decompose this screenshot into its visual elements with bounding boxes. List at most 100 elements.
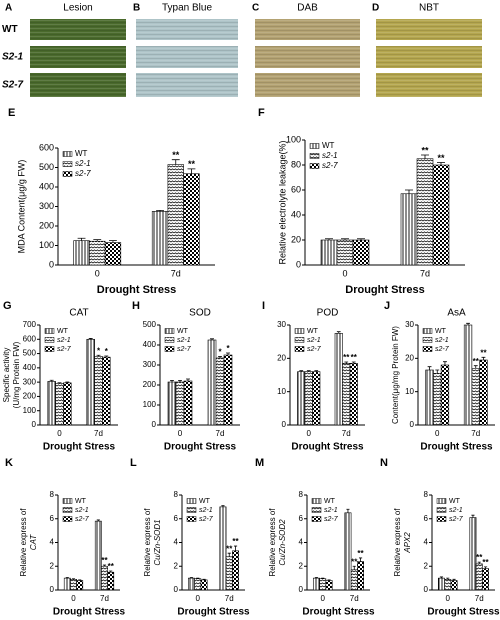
- error-bar: [341, 238, 349, 240]
- leaf-texture: [376, 19, 482, 40]
- bar: [350, 569, 358, 591]
- error-bar: [186, 378, 190, 381]
- error-bar: [102, 564, 107, 567]
- panel-letter: M: [255, 457, 264, 469]
- y-tick-label: 2: [299, 561, 304, 570]
- y-tick-label: 0: [424, 585, 429, 594]
- bar: [352, 239, 370, 266]
- bar: [432, 164, 450, 266]
- y-axis-label: Specific activity: [2, 348, 11, 403]
- bar: [63, 382, 72, 426]
- bar: [76, 580, 84, 591]
- y-tick-label: 4: [299, 538, 304, 547]
- chart-panel: H SOD 0 100 200 300 400 500 0 7d * * Drought Stress W…: [132, 300, 240, 453]
- error-bar: [443, 361, 447, 365]
- bar: [297, 371, 306, 426]
- x-tick-label: 0: [321, 594, 326, 603]
- y-tick-label: 4: [424, 538, 429, 547]
- x-tick-label: 0: [71, 594, 76, 603]
- error-bar: [93, 239, 102, 242]
- panel-letter: G: [3, 300, 12, 312]
- error-bar: [227, 552, 231, 557]
- error-bar: [187, 168, 196, 174]
- legend-label: WT: [449, 498, 461, 505]
- x-axis-label: Drought Stress: [97, 284, 176, 296]
- y-tick-label: 200: [23, 392, 37, 401]
- x-tick-label: 7d: [216, 429, 225, 438]
- legend-label: s2-1: [199, 507, 213, 514]
- legend-swatch: [309, 163, 320, 169]
- bar: [320, 239, 338, 266]
- error-bar: [405, 189, 413, 194]
- y-axis-label: Relative express of: [143, 508, 152, 577]
- significance-label: *: [218, 348, 222, 357]
- legend-swatch: [164, 346, 175, 352]
- y-tick-label: 400: [23, 363, 37, 372]
- bar: [47, 381, 56, 426]
- error-bar: [336, 331, 341, 334]
- y-tick-label: 6: [424, 514, 429, 523]
- bar: [223, 354, 233, 426]
- x-tick-label: 0: [95, 268, 100, 278]
- legend-swatch: [186, 507, 197, 513]
- legend-label: s2-7: [324, 516, 339, 523]
- significance-label: **: [351, 557, 358, 566]
- bar: [70, 579, 77, 591]
- bar: [479, 359, 488, 426]
- legend-swatch: [164, 337, 175, 343]
- legend-label: s2-7: [322, 161, 338, 170]
- y-tick-label: 100: [286, 134, 301, 144]
- bar: [433, 373, 442, 426]
- bar: [475, 563, 483, 591]
- x-tick-label: 0: [307, 429, 312, 438]
- chart-panel: L Relative express of Cu/Zn-SOD1 0 2 4 6 8 0 7d **…: [130, 457, 250, 618]
- legend-swatch: [62, 161, 73, 167]
- legend-label: s2-1: [177, 337, 191, 344]
- legend-label: WT: [177, 328, 189, 335]
- bar: [450, 580, 458, 591]
- legend-swatch: [309, 143, 320, 149]
- chart-title: AsA: [447, 308, 466, 319]
- bar: [55, 383, 64, 426]
- panel-letter: I: [262, 300, 265, 312]
- y-axis-label: Relative express of: [393, 508, 402, 577]
- bar: [225, 556, 233, 591]
- error-bar: [452, 578, 456, 581]
- legend-swatch: [422, 337, 433, 343]
- y-tick-label: 0: [282, 420, 287, 429]
- x-tick-label: 7d: [342, 429, 351, 438]
- y-tick-label: 40: [291, 209, 301, 219]
- x-tick-label: 0: [57, 429, 62, 438]
- y-tick-label: 0: [49, 259, 54, 269]
- bar: [151, 211, 169, 266]
- error-bar: [77, 237, 86, 241]
- error-bar: [221, 505, 225, 507]
- error-bar: [189, 577, 194, 579]
- bar: [325, 580, 333, 591]
- y-tick-label: 100: [39, 240, 54, 250]
- error-bar: [427, 366, 432, 370]
- y-tick-label: 30: [405, 320, 414, 329]
- legend-label: s2-7: [57, 346, 72, 353]
- bar: [437, 577, 445, 591]
- y-tick-label: 6: [174, 514, 179, 523]
- x-axis-label: Drought Stress: [43, 442, 116, 453]
- legend-swatch: [422, 346, 433, 352]
- panel-letter: L: [130, 457, 137, 469]
- panel-letter: C: [252, 3, 259, 14]
- bar: [167, 381, 177, 426]
- legend-swatch: [294, 328, 305, 334]
- significance-label: **: [473, 357, 480, 366]
- significance-label: **: [437, 153, 445, 163]
- y-tick-label: 500: [39, 162, 54, 172]
- bar: [89, 240, 106, 266]
- leaf-texture: [30, 46, 126, 68]
- error-bar: [65, 577, 69, 579]
- error-bar: [437, 162, 445, 165]
- y-tick-label: 0: [410, 420, 415, 429]
- legend-label: s2-7: [75, 169, 91, 178]
- error-bar: [344, 361, 349, 364]
- legend-label: WT: [435, 328, 447, 335]
- y-tick-label: 20: [405, 353, 414, 362]
